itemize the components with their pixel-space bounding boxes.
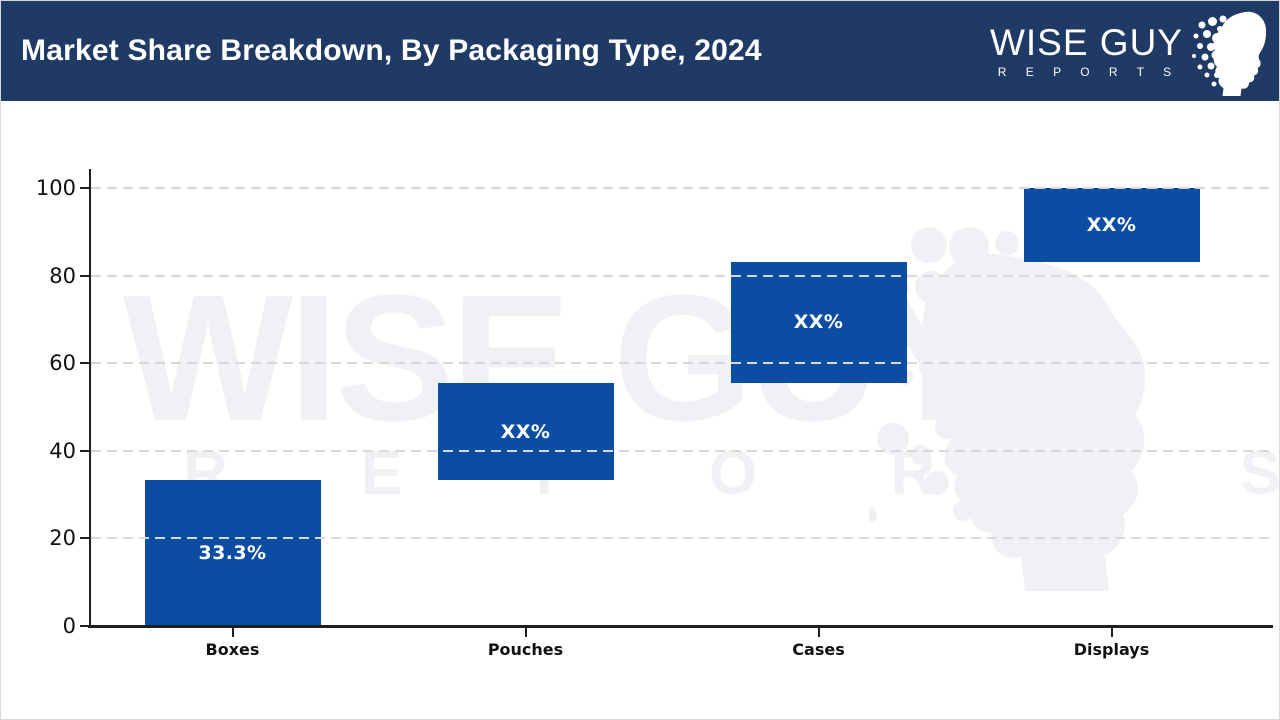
x-tick-mark: [524, 628, 527, 637]
category-label-cases: Cases: [792, 640, 845, 659]
y-tick-mark: [80, 449, 89, 452]
brand-name: WISE GUY: [989, 21, 1183, 63]
page-title: Market Share Breakdown, By Packaging Typ…: [21, 34, 762, 67]
brand-subtitle: R E P O R T S: [997, 64, 1180, 79]
y-axis-line: [89, 169, 91, 628]
y-tick-mark: [80, 187, 89, 189]
category-label-displays: Displays: [1073, 640, 1150, 659]
header: Market Share Breakdown, By Packaging Typ…: [1, 1, 1279, 101]
y-tick-label: 20: [49, 526, 76, 551]
category-label-pouches: Pouches: [487, 640, 564, 659]
gridline-100: [91, 187, 1273, 189]
y-tick-label: 40: [49, 438, 76, 463]
y-tick-mark: [80, 274, 89, 277]
watermark-wordmark: WISE GUY: [123, 258, 995, 459]
y-tick-mark: [80, 625, 89, 627]
y-tick-label: 60: [49, 351, 76, 376]
y-tick-label: 0: [62, 614, 76, 638]
x-tick-mark: [817, 628, 820, 637]
watermark-head-profile-icon: [869, 227, 1146, 591]
x-axis-line: [88, 625, 1273, 628]
category-label-boxes: Boxes: [205, 640, 260, 659]
x-tick-mark: [231, 628, 234, 637]
brand-logo-text: WISE GUY R E P O R T S: [990, 24, 1183, 79]
y-tick-mark: [80, 537, 89, 540]
brand-logo: WISE GUY R E P O R T S: [990, 1, 1273, 101]
x-tick-mark: [1110, 628, 1113, 637]
y-tick-label: 80: [49, 263, 76, 288]
brand-head-profile-icon: [1192, 11, 1267, 96]
y-tick-mark: [80, 362, 89, 365]
bar-value-label: 33.3%: [198, 542, 267, 565]
y-tick-label: 100: [35, 176, 76, 200]
